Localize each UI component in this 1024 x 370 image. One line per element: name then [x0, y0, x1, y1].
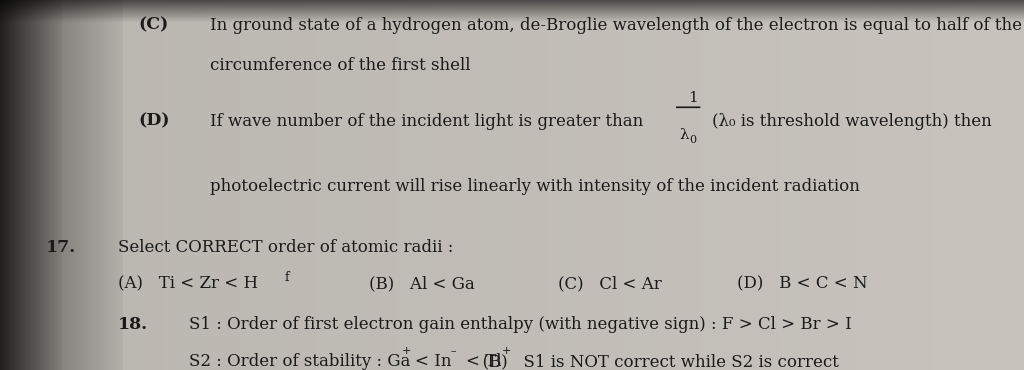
Text: S2 : Order of stability : Ga: S2 : Order of stability : Ga — [189, 353, 411, 370]
Text: (A)   Ti < Zr < H: (A) Ti < Zr < H — [118, 276, 258, 293]
Text: (C): (C) — [138, 17, 169, 34]
Text: 18.: 18. — [118, 316, 147, 333]
Text: +: + — [502, 346, 511, 356]
Text: λ: λ — [679, 128, 688, 142]
Text: < Tl: < Tl — [466, 353, 502, 370]
Text: (B)   Al < Ga: (B) Al < Ga — [369, 276, 474, 293]
Text: circumference of the first shell: circumference of the first shell — [210, 57, 470, 74]
Text: photoelectric current will rise linearly with intensity of the incident radiatio: photoelectric current will rise linearly… — [210, 178, 860, 195]
Text: +: + — [401, 346, 411, 356]
Text: (D)   B < C < N: (D) B < C < N — [737, 276, 868, 293]
Text: 1: 1 — [688, 91, 698, 105]
Text: –: – — [451, 346, 456, 356]
Text: f: f — [285, 271, 290, 284]
Text: S1 : Order of first electron gain enthalpy (with negative sign) : F > Cl > Br > : S1 : Order of first electron gain enthal… — [189, 316, 852, 333]
Text: (C)   Cl < Ar: (C) Cl < Ar — [558, 276, 662, 293]
Text: In ground state of a hydrogen atom, de-Broglie wavelength of the electron is equ: In ground state of a hydrogen atom, de-B… — [210, 17, 1022, 34]
Text: 0: 0 — [689, 135, 696, 145]
Text: < In: < In — [415, 353, 452, 370]
Text: If wave number of the incident light is greater than: If wave number of the incident light is … — [210, 113, 643, 130]
Text: Select CORRECT order of atomic radii :: Select CORRECT order of atomic radii : — [118, 239, 454, 256]
Text: 17.: 17. — [46, 239, 77, 256]
Text: (D): (D) — [138, 113, 170, 130]
Text: (λ₀ is threshold wavelength) then: (λ₀ is threshold wavelength) then — [712, 113, 991, 130]
Text: (B)   S1 is NOT correct while S2 is correct: (B) S1 is NOT correct while S2 is correc… — [430, 353, 839, 370]
